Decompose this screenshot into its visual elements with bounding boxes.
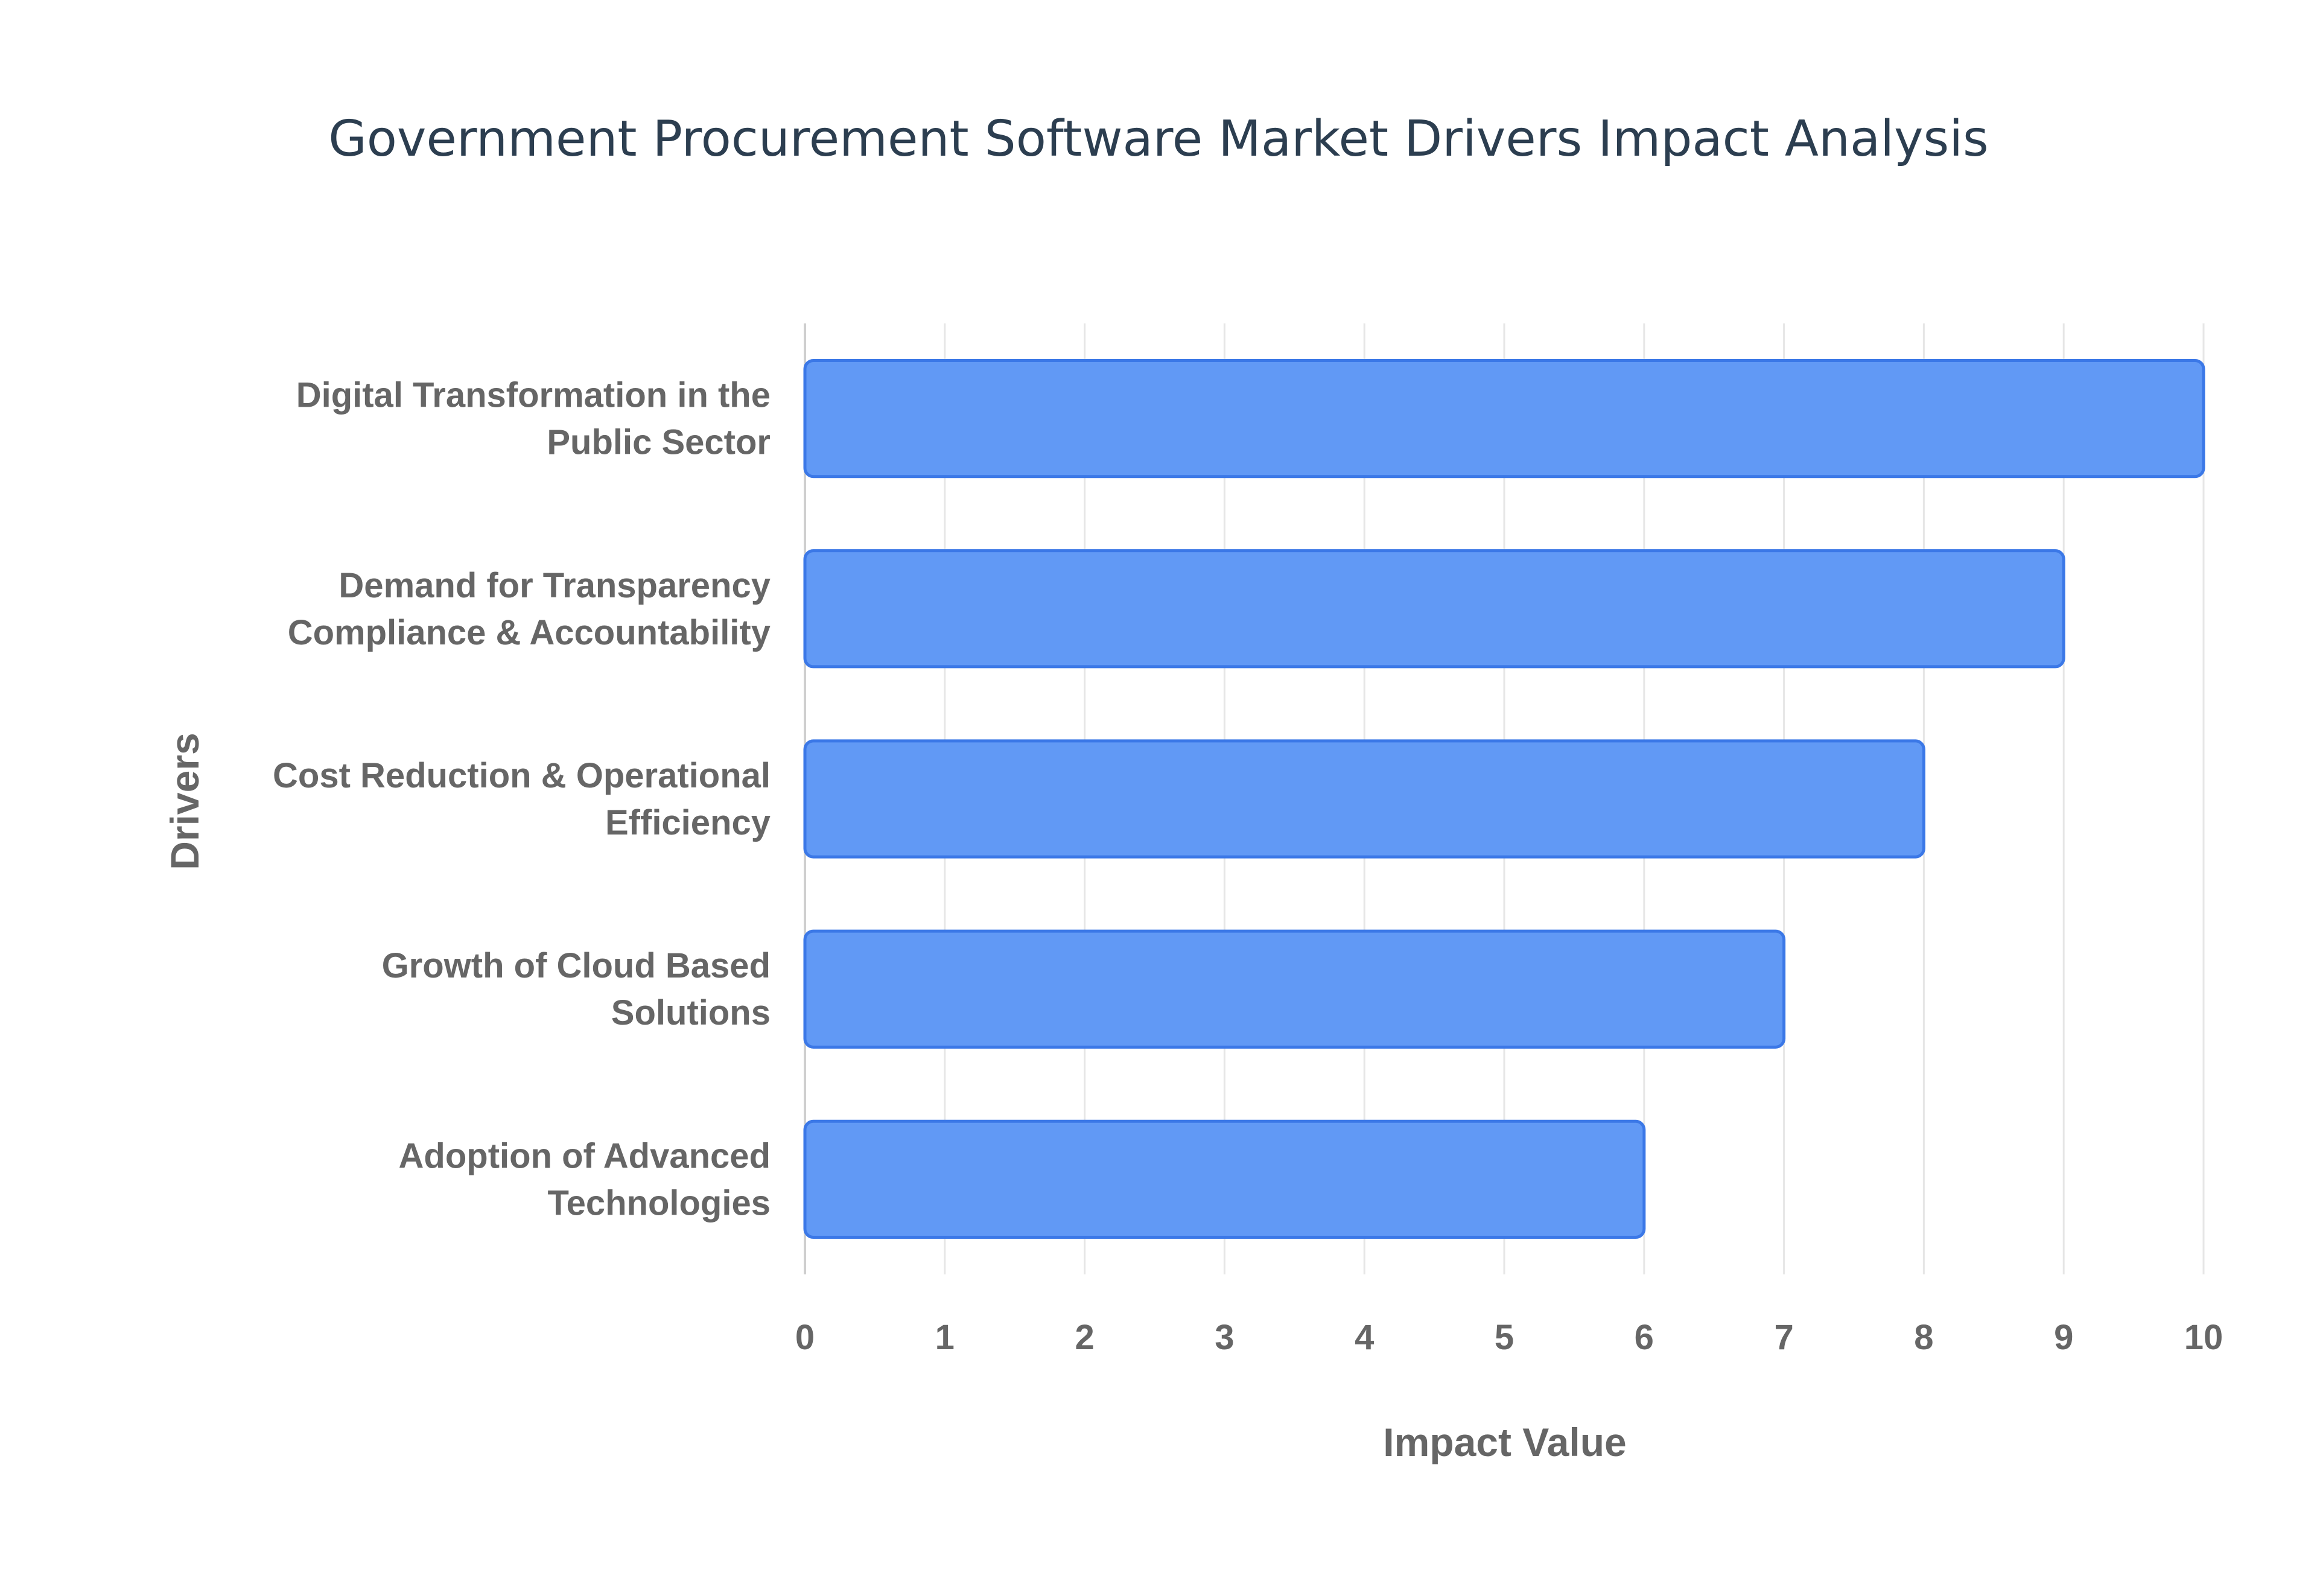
bar[interactable] bbox=[803, 739, 1925, 859]
category-label: Demand for Transparency Compliance & Acco… bbox=[288, 566, 771, 652]
x-tick-label: 2 bbox=[1075, 1318, 1094, 1357]
category-label: Growth of Cloud Based Solutions bbox=[382, 946, 771, 1032]
bar[interactable] bbox=[803, 929, 1786, 1049]
bars-layer bbox=[803, 358, 2205, 1239]
x-tick-label: 6 bbox=[1635, 1318, 1654, 1357]
y-axis-title: Drivers bbox=[162, 733, 207, 870]
category-labels: Digital Transformation in the Public Sect… bbox=[273, 376, 771, 1223]
bar[interactable] bbox=[803, 549, 2065, 669]
x-tick-label: 10 bbox=[2184, 1318, 2223, 1357]
category-label: Cost Reduction & Operational Efficiency bbox=[273, 756, 771, 842]
x-tick-label: 1 bbox=[935, 1318, 955, 1357]
x-tick-label: 5 bbox=[1495, 1318, 1514, 1357]
bar[interactable] bbox=[803, 1119, 1646, 1239]
bar[interactable] bbox=[803, 358, 2205, 478]
x-tick-label: 9 bbox=[2054, 1318, 2073, 1357]
x-tick-label: 0 bbox=[795, 1318, 815, 1357]
x-tick-label: 4 bbox=[1355, 1318, 1374, 1357]
x-axis-title: Impact Value bbox=[1383, 1420, 1627, 1464]
x-tick-label: 8 bbox=[1914, 1318, 1933, 1357]
chart-title: Government Procurement Software Market D… bbox=[328, 110, 1989, 168]
category-label: Digital Transformation in the Public Sect… bbox=[296, 376, 771, 462]
x-tick-labels: 0 1 2 3 4 5 6 7 8 9 10 bbox=[795, 1318, 2223, 1357]
x-tick-label: 7 bbox=[1774, 1318, 1793, 1357]
x-tick-label: 3 bbox=[1215, 1318, 1234, 1357]
category-label: Adoption of Advanced Technologies bbox=[399, 1136, 771, 1222]
